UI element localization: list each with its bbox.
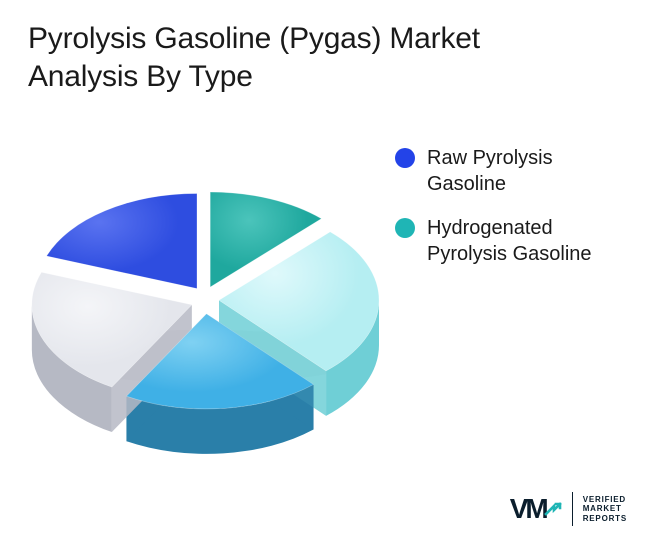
brand-logo: VM VERIFIED MARKET REPORTS — [510, 492, 627, 526]
logo-letters: VM — [510, 493, 546, 525]
logo-text-line1: VERIFIED — [583, 495, 627, 504]
logo-arrow-icon — [544, 493, 562, 525]
logo-divider — [572, 492, 573, 526]
logo-text-line3: REPORTS — [583, 514, 627, 523]
logo-text-line2: MARKET — [583, 504, 627, 513]
chart-container: Pyrolysis Gasoline (Pygas) Market Analys… — [0, 0, 655, 548]
legend: Raw Pyrolysis Gasoline Hydrogenated Pyro… — [395, 145, 637, 285]
logo-text: VERIFIED MARKET REPORTS — [583, 495, 627, 523]
legend-dot-hydrogenated — [395, 218, 415, 238]
page-title: Pyrolysis Gasoline (Pygas) Market Analys… — [28, 20, 548, 95]
legend-item-raw: Raw Pyrolysis Gasoline — [395, 145, 637, 197]
legend-dot-raw — [395, 148, 415, 168]
legend-item-hydrogenated: Hydrogenated Pyrolysis Gasoline — [395, 215, 637, 267]
pie-chart — [25, 175, 385, 455]
logo-mark: VM — [510, 493, 562, 525]
legend-label-raw: Raw Pyrolysis Gasoline — [427, 145, 637, 197]
pie-slice-top — [47, 194, 197, 289]
legend-label-hydrogenated: Hydrogenated Pyrolysis Gasoline — [427, 215, 637, 267]
